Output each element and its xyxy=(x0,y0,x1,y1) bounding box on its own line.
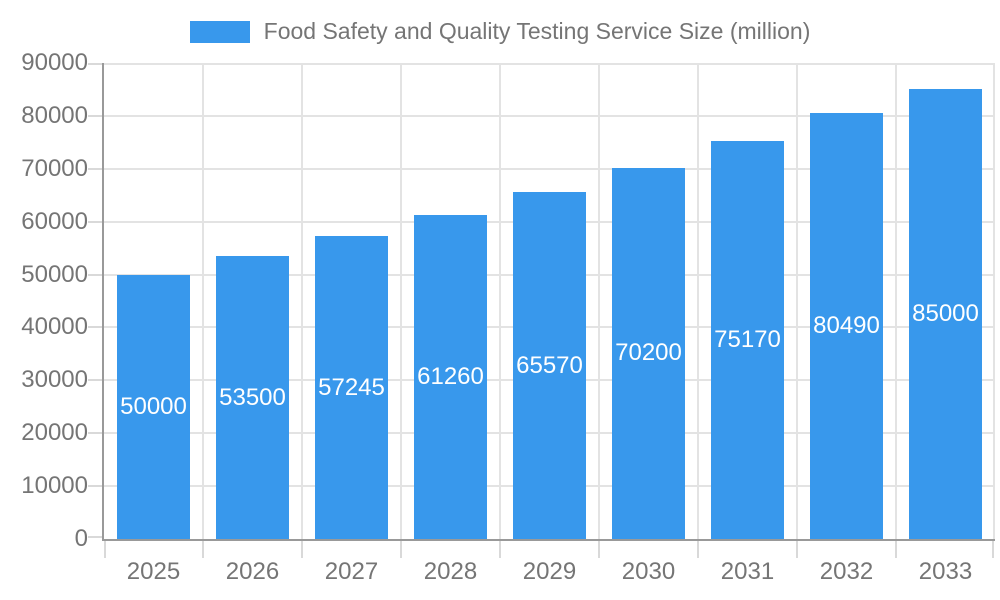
bar[interactable] xyxy=(711,141,784,539)
legend-item[interactable]: Food Safety and Quality Testing Service … xyxy=(189,18,811,45)
y-tick-label: 20000 xyxy=(21,419,88,447)
y-tick-label: 10000 xyxy=(21,472,88,500)
h-gridline xyxy=(104,167,995,170)
v-gridline xyxy=(301,63,303,539)
bar[interactable] xyxy=(315,236,388,539)
x-tick-label: 2030 xyxy=(621,558,676,585)
x-tick-label: 2032 xyxy=(819,558,874,585)
x-axis-tick xyxy=(992,541,994,558)
x-tick-label: 2029 xyxy=(522,558,577,585)
x-tick-label: 2025 xyxy=(126,558,181,585)
y-axis-tick xyxy=(88,536,102,538)
bar[interactable] xyxy=(117,274,190,539)
v-gridline xyxy=(400,63,402,539)
x-tick-label: 2027 xyxy=(324,558,379,585)
bar-value-label: 80490 xyxy=(813,312,880,340)
y-axis-tick xyxy=(88,326,102,329)
y-tick-label: 70000 xyxy=(21,154,88,182)
y-axis-tick xyxy=(88,379,102,382)
y-tick-label: 30000 xyxy=(21,366,88,394)
x-axis-tick xyxy=(301,541,303,558)
x-axis-tick xyxy=(400,541,402,558)
x-tick-label: 2028 xyxy=(423,558,478,585)
y-tick-label: 60000 xyxy=(21,207,88,235)
x-axis-tick xyxy=(202,541,204,558)
plot-area: 0 10000 20000 30000 40000 50000 60000 70000 8000… xyxy=(21,49,995,585)
v-gridline xyxy=(697,63,699,539)
bar[interactable] xyxy=(513,192,586,539)
v-gridline xyxy=(499,63,501,539)
x-axis-tick xyxy=(895,541,897,558)
y-tick-label: 50000 xyxy=(21,260,88,288)
x-axis-tick xyxy=(796,541,798,558)
v-gridline xyxy=(202,63,204,539)
y-tick-label: 40000 xyxy=(21,313,88,341)
y-axis-tick xyxy=(88,432,102,435)
v-gridline xyxy=(598,63,600,539)
y-axis-tick xyxy=(88,273,102,276)
bar-value-label: 53500 xyxy=(219,383,286,411)
bar[interactable] xyxy=(414,215,487,539)
h-gridline xyxy=(104,114,995,117)
x-axis-tick xyxy=(104,541,106,558)
y-axis-tick xyxy=(88,220,102,223)
y-tick-label: 0 xyxy=(74,525,88,552)
legend-swatch-icon xyxy=(189,20,250,43)
bar-value-label: 70200 xyxy=(615,339,682,367)
v-gridline xyxy=(796,63,798,539)
y-tick-label: 90000 xyxy=(21,49,88,76)
y-axis-tick xyxy=(88,167,102,170)
bar-value-label: 65570 xyxy=(516,351,583,379)
x-tick-label: 2026 xyxy=(225,558,280,585)
y-axis-tick xyxy=(88,485,102,488)
bar[interactable] xyxy=(909,89,982,539)
y-tick-label: 80000 xyxy=(21,101,88,129)
legend-label: Food Safety and Quality Testing Service … xyxy=(263,18,811,44)
bar[interactable] xyxy=(810,113,883,539)
bar-value-label: 75170 xyxy=(714,326,781,354)
x-axis-tick xyxy=(697,541,699,558)
bar[interactable] xyxy=(612,167,685,539)
legend: Food Safety and Quality Testing Service … xyxy=(0,18,1000,45)
x-tick-label: 2031 xyxy=(720,558,775,585)
bar-value-label: 50000 xyxy=(120,392,187,420)
v-gridline xyxy=(895,63,897,539)
x-axis-tick xyxy=(598,541,600,558)
x-tick-label: 2033 xyxy=(918,558,973,585)
bar-value-label: 57245 xyxy=(318,373,385,401)
bar-value-label: 85000 xyxy=(912,300,979,328)
y-axis-tick xyxy=(88,63,102,65)
bar-value-label: 61260 xyxy=(417,363,484,390)
y-axis-tick xyxy=(88,114,102,117)
v-gridline xyxy=(993,63,995,539)
x-axis-tick xyxy=(499,541,501,558)
bar[interactable] xyxy=(216,256,289,539)
h-gridline xyxy=(104,63,995,65)
